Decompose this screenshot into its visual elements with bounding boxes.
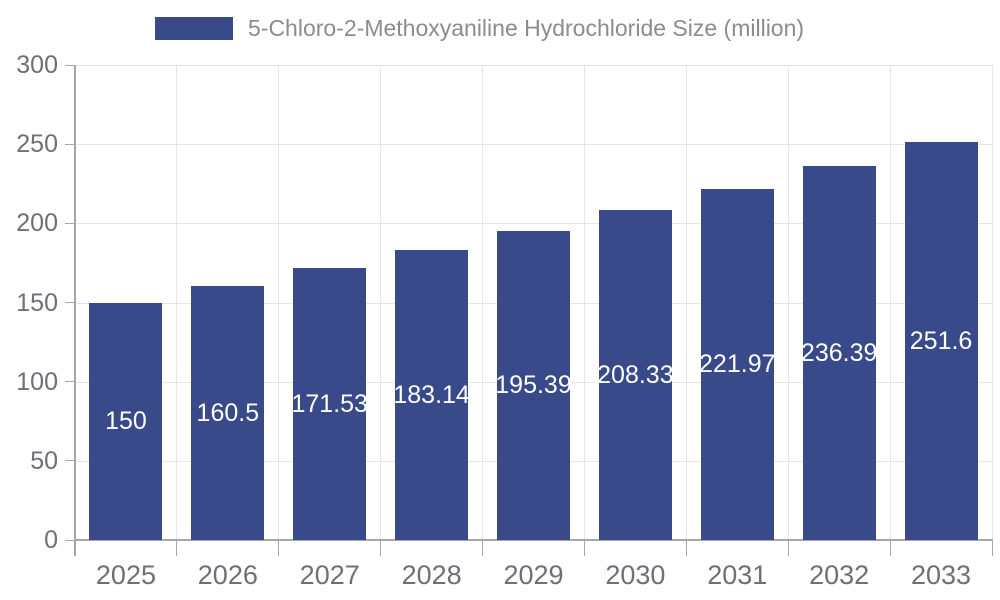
y-gridline bbox=[75, 65, 992, 66]
y-tick-label: 250 bbox=[16, 130, 58, 159]
bar bbox=[497, 230, 570, 540]
x-tick-label: 2028 bbox=[401, 560, 462, 590]
y-axis-line bbox=[74, 65, 76, 556]
y-tick-label: 100 bbox=[16, 367, 58, 396]
bar-value-label: 150 bbox=[105, 407, 147, 436]
x-tick-label: 2033 bbox=[911, 560, 972, 590]
y-axis-tick bbox=[65, 143, 75, 145]
bar-value-label: 208.33 bbox=[597, 361, 674, 390]
x-gridline bbox=[583, 65, 585, 540]
x-axis-tick bbox=[991, 540, 993, 556]
y-gridline bbox=[75, 144, 992, 146]
x-axis-tick bbox=[176, 540, 178, 556]
x-tick-label: 2030 bbox=[605, 560, 666, 590]
bar-value-label: 236.39 bbox=[800, 338, 878, 367]
bar-value-label: 221.97 bbox=[699, 350, 776, 379]
x-axis-tick bbox=[583, 540, 585, 556]
x-axis-tick bbox=[278, 540, 280, 556]
bar-value-label: 171.53 bbox=[291, 390, 368, 419]
x-tick-label: 2031 bbox=[707, 560, 768, 590]
bar-value-label: 251.6 bbox=[909, 326, 973, 355]
x-tick-label: 2026 bbox=[197, 560, 258, 590]
bar bbox=[395, 250, 469, 540]
y-axis-tick bbox=[65, 381, 75, 383]
y-tick-label: 50 bbox=[30, 446, 58, 475]
bar bbox=[293, 268, 367, 540]
x-gridline bbox=[278, 65, 280, 540]
y-tick-label: 300 bbox=[16, 51, 58, 79]
bar bbox=[700, 188, 774, 540]
legend-swatch bbox=[155, 17, 233, 40]
bar bbox=[598, 210, 672, 540]
y-axis-tick bbox=[65, 302, 75, 303]
bar-value-label: 183.14 bbox=[393, 381, 470, 409]
x-tick-label: 2027 bbox=[299, 560, 360, 590]
x-tick-label: 2032 bbox=[809, 560, 870, 590]
plot-area: 0 50 100 150 200 250 300 150 2025 160.5 2026 171.53… bbox=[16, 51, 993, 590]
y-tick-label: 0 bbox=[44, 526, 58, 554]
x-tick-label: 2025 bbox=[95, 560, 156, 590]
bar bbox=[904, 141, 978, 540]
bar-value-label: 160.5 bbox=[196, 398, 260, 427]
y-axis-tick bbox=[65, 64, 75, 66]
x-axis-tick bbox=[889, 540, 891, 556]
bar bbox=[802, 165, 876, 540]
bar bbox=[89, 302, 163, 540]
legend[interactable]: 5-Chloro-2-Methoxyaniline Hydrochloride … bbox=[155, 15, 804, 42]
x-gridline bbox=[787, 65, 789, 540]
y-gridline bbox=[75, 223, 992, 225]
x-gridline bbox=[991, 65, 993, 540]
y-axis-tick bbox=[65, 222, 75, 224]
x-gridline bbox=[889, 65, 891, 540]
x-axis-tick bbox=[787, 540, 789, 556]
bar-value-label: 195.39 bbox=[495, 371, 572, 400]
y-tick-label: 150 bbox=[16, 288, 58, 317]
x-tick-label: 2029 bbox=[503, 560, 564, 590]
y-axis-tick bbox=[65, 460, 75, 462]
x-gridline bbox=[176, 65, 178, 540]
x-gridline bbox=[685, 65, 687, 540]
x-axis-line bbox=[74, 539, 993, 541]
x-gridline bbox=[482, 65, 484, 540]
y-tick-label: 200 bbox=[16, 209, 58, 238]
legend-label: 5-Chloro-2-Methoxyaniline Hydrochloride … bbox=[248, 15, 805, 41]
x-axis-tick bbox=[482, 540, 484, 556]
bar bbox=[191, 285, 265, 540]
y-axis-tick bbox=[65, 539, 75, 541]
x-gridline bbox=[380, 65, 382, 540]
x-axis-tick bbox=[685, 540, 687, 556]
x-axis-tick bbox=[380, 540, 382, 556]
